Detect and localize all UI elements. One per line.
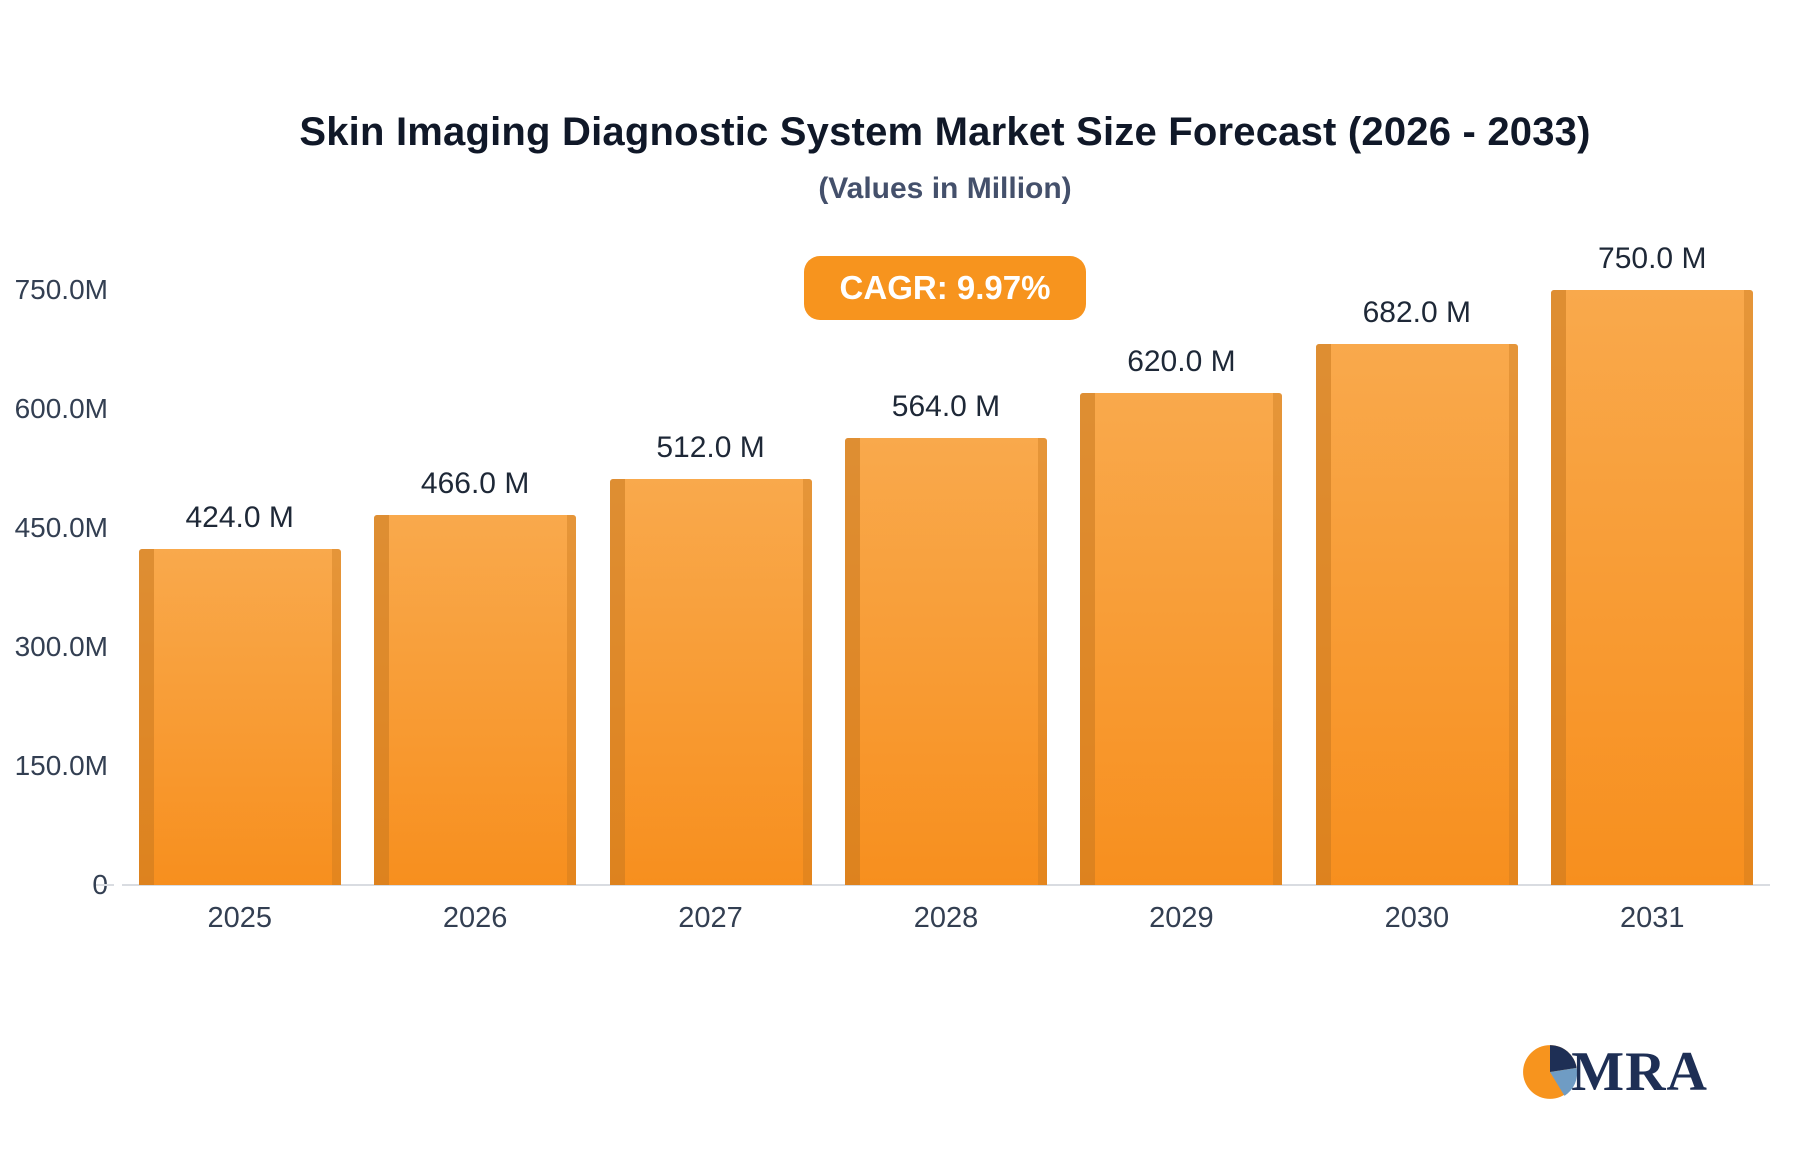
chart-subtitle: (Values in Million) [818,172,1072,205]
bar-shade-right [802,478,812,885]
y-axis: 750.0M 600.0M 450.0M 300.0M 150.0M 0 [0,274,108,900]
y-tick-label: 150.0M [14,750,108,781]
bar-shade-left [374,515,390,885]
mra-logo-text: MRA [1571,1041,1708,1103]
x-axis-baseline [122,884,1770,886]
x-tick-label: 2028 [913,902,979,934]
bar-slot: 620.0 M [1064,290,1299,885]
bar-shade-left [1551,290,1567,885]
bar-value-label: 424.0 M [185,500,294,534]
bar-shade-right [567,515,577,885]
x-tick-label: 2025 [207,902,272,934]
bar: 512.0 M [609,431,812,885]
mra-logo: MRA [1521,1040,1708,1104]
bar-slot: 424.0 M [122,290,357,885]
zero-tick [96,884,114,886]
bar: 466.0 M [374,467,577,885]
bar-value-label: 564.0 M [891,389,1001,423]
y-tick-label: 300.0M [14,631,108,662]
bar-slot: 466.0 M [357,290,592,885]
bar-value-label: 750.0 M [1598,242,1707,275]
bar-shade-right [331,548,341,885]
bar-slot: 750.0 M [1535,242,1770,885]
bar: 564.0 M [844,390,1047,885]
bar-shade-left [1080,393,1096,885]
bar-value-label: 682.0 M [1362,295,1472,329]
bar-shade-left [609,478,625,885]
bar-shade-left [844,437,860,885]
bar-shade-right [1037,437,1047,885]
bar-slot: 564.0 M [828,290,1063,885]
bar: 682.0 M [1315,296,1518,885]
bar-slot: 682.0 M [1299,290,1534,885]
bar-shade-right [1273,393,1283,885]
x-tick-label: 2026 [442,902,508,934]
x-tick-label: 2027 [678,902,743,934]
bar: 750.0 M [1551,242,1754,885]
chart-title: Skin Imaging Diagnostic System Market Si… [299,110,1591,154]
bar: 424.0 M [138,501,341,885]
bar-shade-right [1744,290,1754,885]
bar-shade-left [1315,343,1331,885]
cagr-badge: CAGR: 9.97% [803,256,1087,320]
bar-shade-left [138,548,154,885]
mra-pie-icon [1523,1045,1578,1099]
bar-shade-right [1508,343,1518,885]
x-tick-label: 2031 [1619,902,1685,934]
x-tick-label: 2029 [1149,902,1214,934]
x-axis: 2025 2026 2027 2028 2029 2030 2031 [122,902,1770,935]
bar-value-label: 620.0 M [1127,345,1236,379]
bar-value-label: 512.0 M [656,430,765,464]
plot-area: 424.0 M 466.0 M 512.0 M 564.0 M 620.0 M 682.0… [122,242,1770,885]
y-tick-label: 600.0M [14,393,108,424]
bar-value-label: 466.0 M [420,467,530,501]
y-tick-label: 450.0M [14,512,108,543]
cagr-badge-row: CAGR: 9.97% [120,256,1770,320]
bar: 620.0 M [1080,345,1283,885]
x-tick-label: 2030 [1384,902,1450,934]
y-tick-label: 750.0M [14,274,108,305]
bar-slot: 512.0 M [593,290,828,885]
